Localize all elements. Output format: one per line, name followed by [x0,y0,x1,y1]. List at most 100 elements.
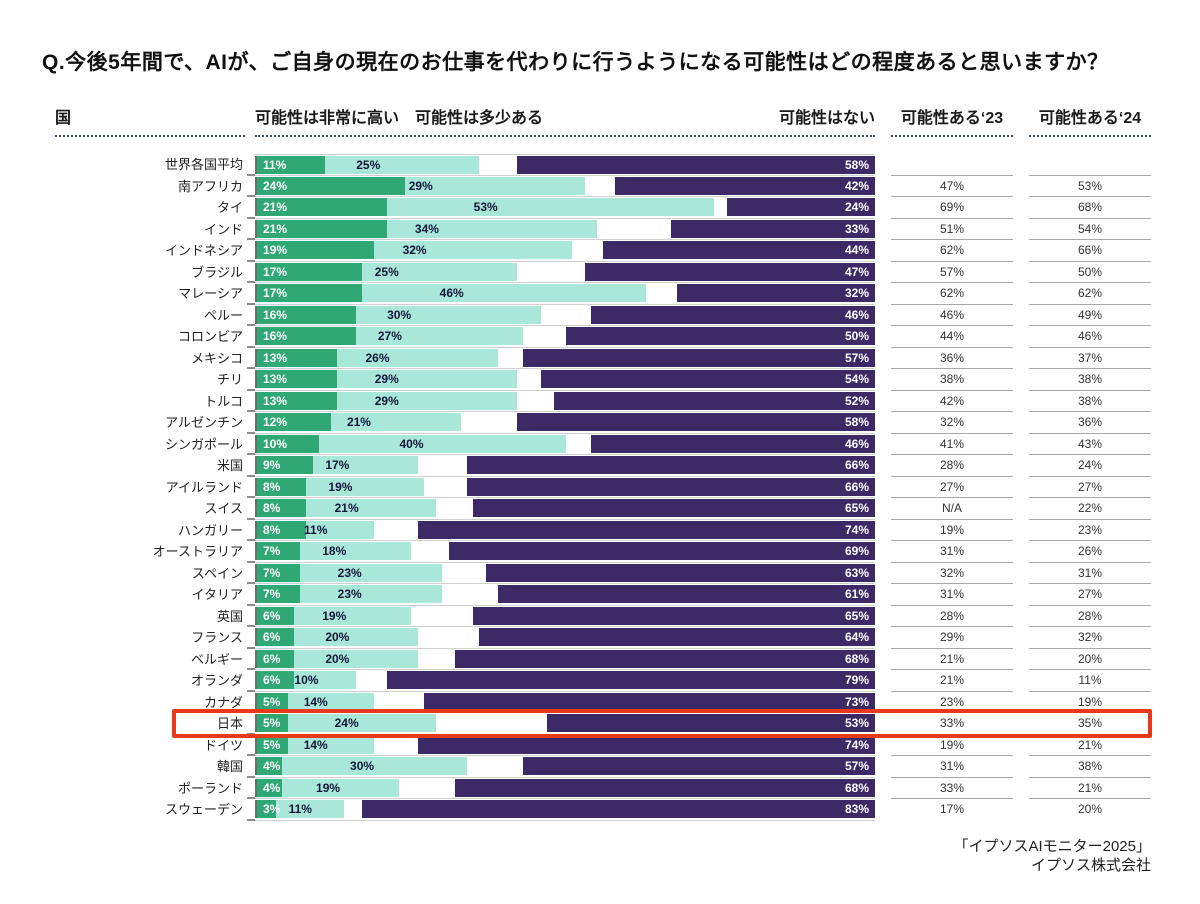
column-gap [1013,584,1029,606]
table-row: スペイン 7% 23% 63% 32% 31% [0,563,1151,585]
value-very-high: 13% [263,372,288,386]
column-gap [875,520,891,542]
table-row: ベルギー 6% 20% 68% 21% 20% [0,649,1151,671]
value-very-high: 6% [263,673,281,687]
value-23: 31% [891,756,1013,778]
bar-cell: 16% 30% 46% [247,305,875,326]
value-24: 35% [1029,713,1151,735]
bar-cell: 5% 14% 73% [247,692,875,713]
bar-cell: 8% 19% 66% [247,477,875,498]
value-somewhat: 19% [316,780,341,795]
column-gap [875,713,891,735]
segment-very-high: 4% [257,778,282,797]
segment-somewhat [318,434,566,453]
country-label: イタリア [191,587,243,602]
value-very-high: 4% [263,759,281,773]
country-label: ポーランド [177,780,243,796]
column-gap [875,649,891,671]
segment-none: 61% [498,585,875,603]
value-24: 38% [1029,369,1151,391]
value-23: 44% [891,326,1013,348]
segment-very-high: 6% [257,606,295,625]
table-row: マレーシア 17% 46% 32% 62% 62% [0,283,1151,305]
column-gap [875,434,891,456]
table-row: タイ 21% 53% 24% 69% 68% [0,197,1151,219]
column-gap [1013,262,1029,284]
segment-none: 46% [590,434,875,453]
value-23: 51% [891,219,1013,240]
column-gap [1013,348,1029,370]
segment-very-high: 5% [257,735,288,754]
value-24: 53% [1029,176,1151,197]
segment-somewhat [281,757,468,775]
segment-none: 73% [423,692,875,711]
value-24: 66% [1029,240,1151,262]
country-label: ベルギー [190,651,243,667]
segment-very-high: 13% [257,370,338,388]
segment-none: 57% [522,757,875,775]
value-23: 21% [891,670,1013,692]
value-none: 24% [844,200,869,214]
segment-blank [418,456,467,474]
segment-very-high: 24% [257,176,406,195]
value-none: 73% [844,694,869,709]
value-23: N/A [891,498,1013,520]
country-label: スペイン [191,565,243,581]
value-none: 33% [844,221,869,236]
value-24: 32% [1029,627,1151,649]
column-gap [1013,563,1029,585]
value-very-high: 21% [263,200,288,214]
column-gap [1013,176,1029,198]
bar-cell: 11% 25% 58% [247,154,875,176]
column-gap [1013,756,1029,778]
table-row: カナダ 5% 14% 73% 23% 19% [0,692,1151,713]
value-none: 57% [844,759,869,773]
country-label: オランダ [190,673,243,688]
value-none: 54% [844,372,869,386]
table-row: スウェーデン 3% 11% 83% 17% 20% [0,799,1151,821]
country-label: ハンガリー [177,522,243,538]
value-24: 11% [1029,670,1151,692]
country-label: マレーシア [178,286,243,301]
segment-blank [418,650,455,668]
stacked-bar: 24% 29% 42% [255,176,875,195]
stacked-bar: 7% 23% 63% [255,563,875,582]
country-label: カナダ [203,694,243,710]
column-gap [1013,778,1029,800]
value-23: 31% [891,584,1013,606]
column-gap [1013,154,1029,176]
segment-very-high: 11% [257,156,325,174]
column-gap [875,541,891,563]
segment-very-high: 8% [257,477,307,496]
country-label: 南アフリカ [177,178,243,194]
value-somewhat: 29% [374,393,399,408]
column-gap [875,176,891,198]
stacked-bar: 8% 11% 74% [255,520,875,539]
column-gap [875,627,891,649]
column-gap [1013,455,1029,477]
segment-blank [436,714,547,732]
table-row: ブラジル 17% 25% 47% 57% 50% [0,262,1151,284]
segment-very-high: 19% [257,241,375,259]
legend-very-high: 可能性は非常に高い [255,110,400,127]
segment-very-high: 5% [257,714,288,732]
country-label: 英国 [216,608,243,624]
value-23: 19% [891,735,1013,756]
stacked-bar: 13% 29% 52% [255,391,875,410]
table-row: ハンガリー 8% 11% 74% 19% 23% [0,520,1151,542]
value-24: 36% [1029,412,1151,434]
table-row: フランス 6% 20% 64% 29% 32% [0,627,1151,649]
table-row: トルコ 13% 29% 52% 42% 38% [0,391,1151,412]
value-very-high: 9% [263,458,281,472]
value-24: 38% [1029,756,1151,778]
segment-very-high: 13% [257,348,338,367]
country-label: インドネシア [164,243,243,258]
value-24: 21% [1029,778,1151,799]
legend-none: 可能性はない [778,110,875,127]
segment-somewhat [306,499,437,517]
value-24: 27% [1029,477,1151,498]
segment-blank [572,241,603,259]
value-23: 33% [891,713,1013,735]
segment-very-high: 6% [257,671,295,689]
country-label: フランス [191,630,243,645]
